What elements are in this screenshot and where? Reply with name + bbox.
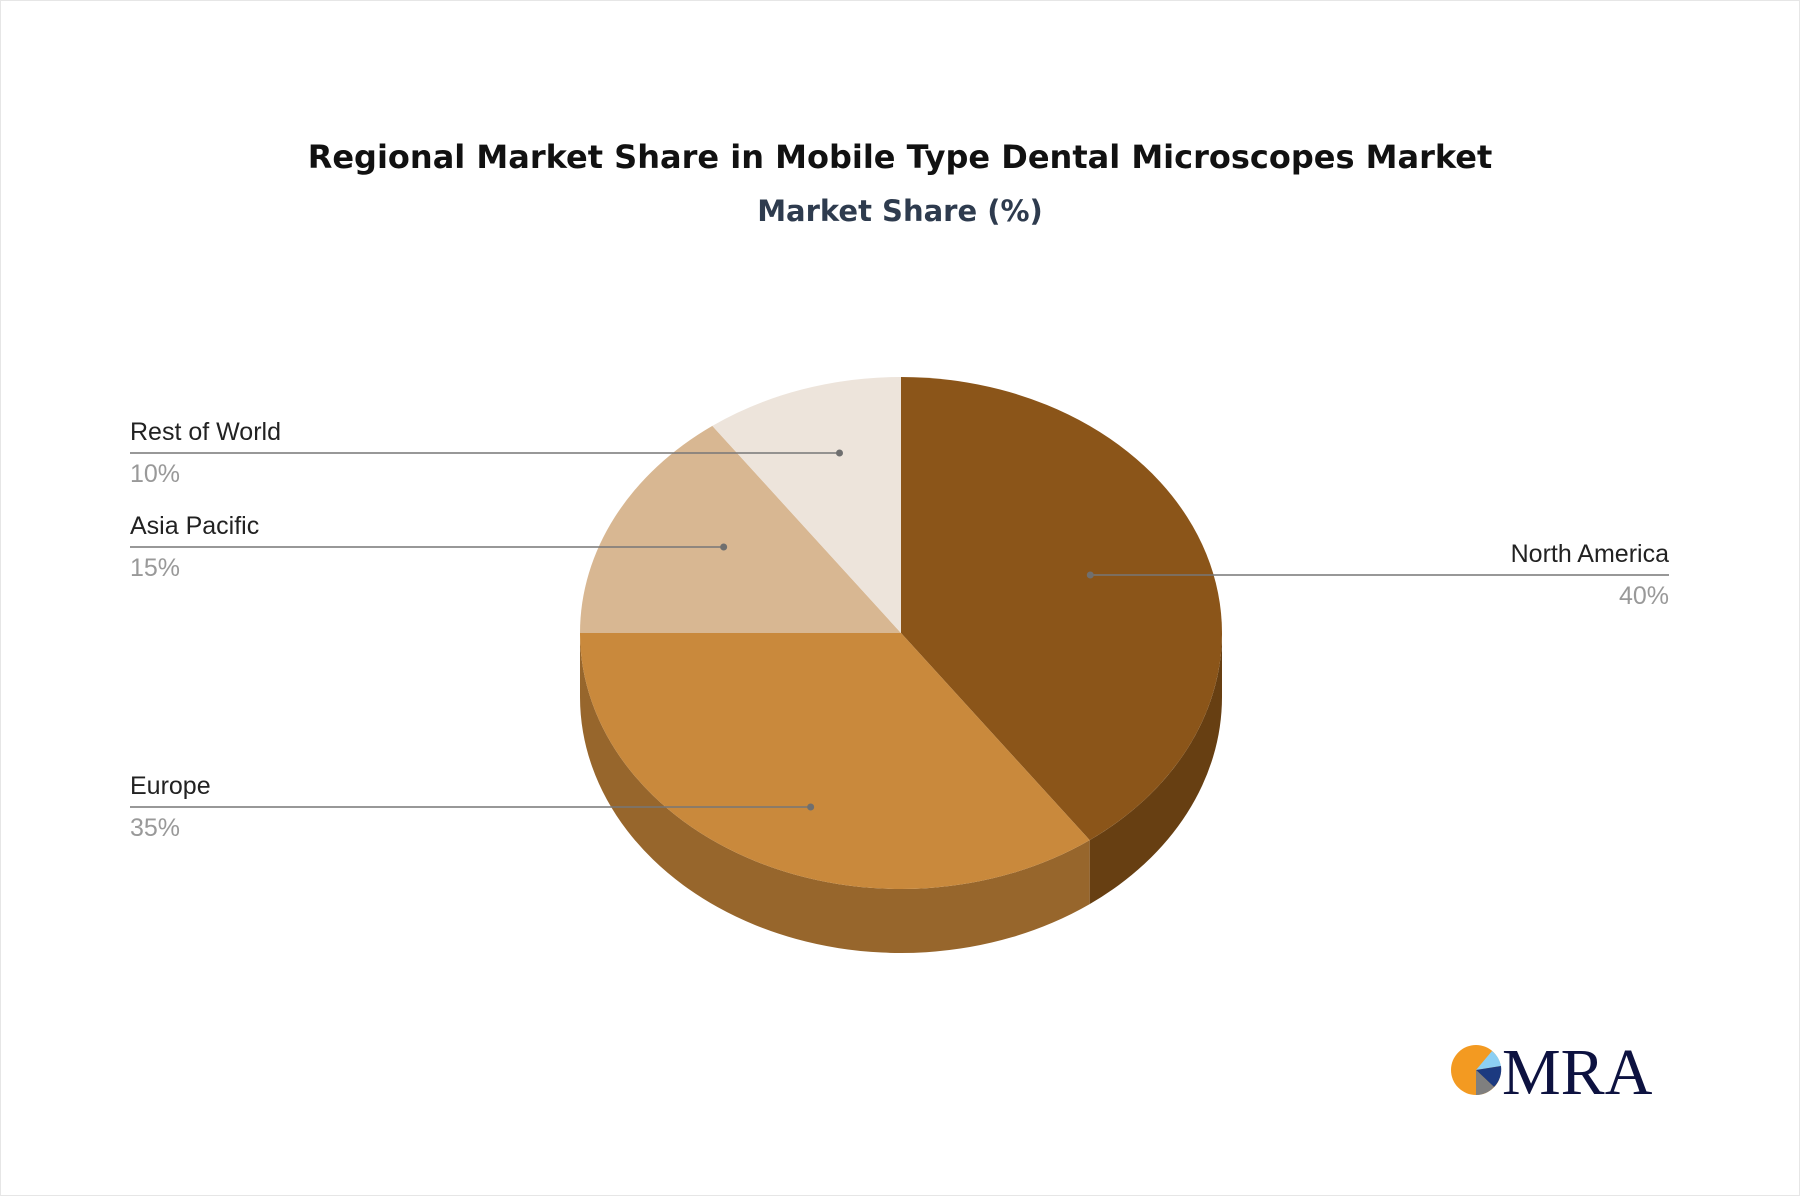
slice-label: Rest of World (130, 418, 281, 446)
chart-subtitle: Market Share (%) (757, 194, 1043, 228)
slice-rest-of-world[interactable] (712, 377, 901, 633)
label-europe: Europe 35% (130, 772, 815, 842)
leader-dot (835, 449, 843, 457)
leader-dot (1086, 571, 1094, 579)
logo-text: MRA (1502, 1036, 1653, 1109)
label-asia-pacific: Asia Pacific 15% (130, 512, 728, 582)
slice-side-north-america (1089, 633, 1222, 905)
slice-europe[interactable] (580, 633, 1090, 889)
slice-value: 15% (130, 554, 180, 582)
chart-title: Regional Market Share in Mobile Type Den… (308, 138, 1493, 176)
slice-label: Asia Pacific (130, 512, 259, 540)
leader-dot (807, 803, 815, 811)
slice-label: North America (1511, 540, 1669, 568)
slice-side-europe (580, 633, 1090, 953)
label-rest-of-world: Rest of World 10% (130, 418, 843, 488)
label-north-america: North America 40% (1086, 540, 1669, 610)
slice-asia-pacific[interactable] (580, 425, 901, 633)
slice-north-america[interactable] (901, 377, 1222, 841)
slice-label: Europe (130, 772, 211, 800)
leader-dot (720, 543, 728, 551)
mra-logo: MRA (1451, 1036, 1653, 1109)
slice-value: 40% (1619, 582, 1669, 610)
slice-value: 35% (130, 814, 180, 842)
slice-value: 10% (130, 460, 180, 488)
